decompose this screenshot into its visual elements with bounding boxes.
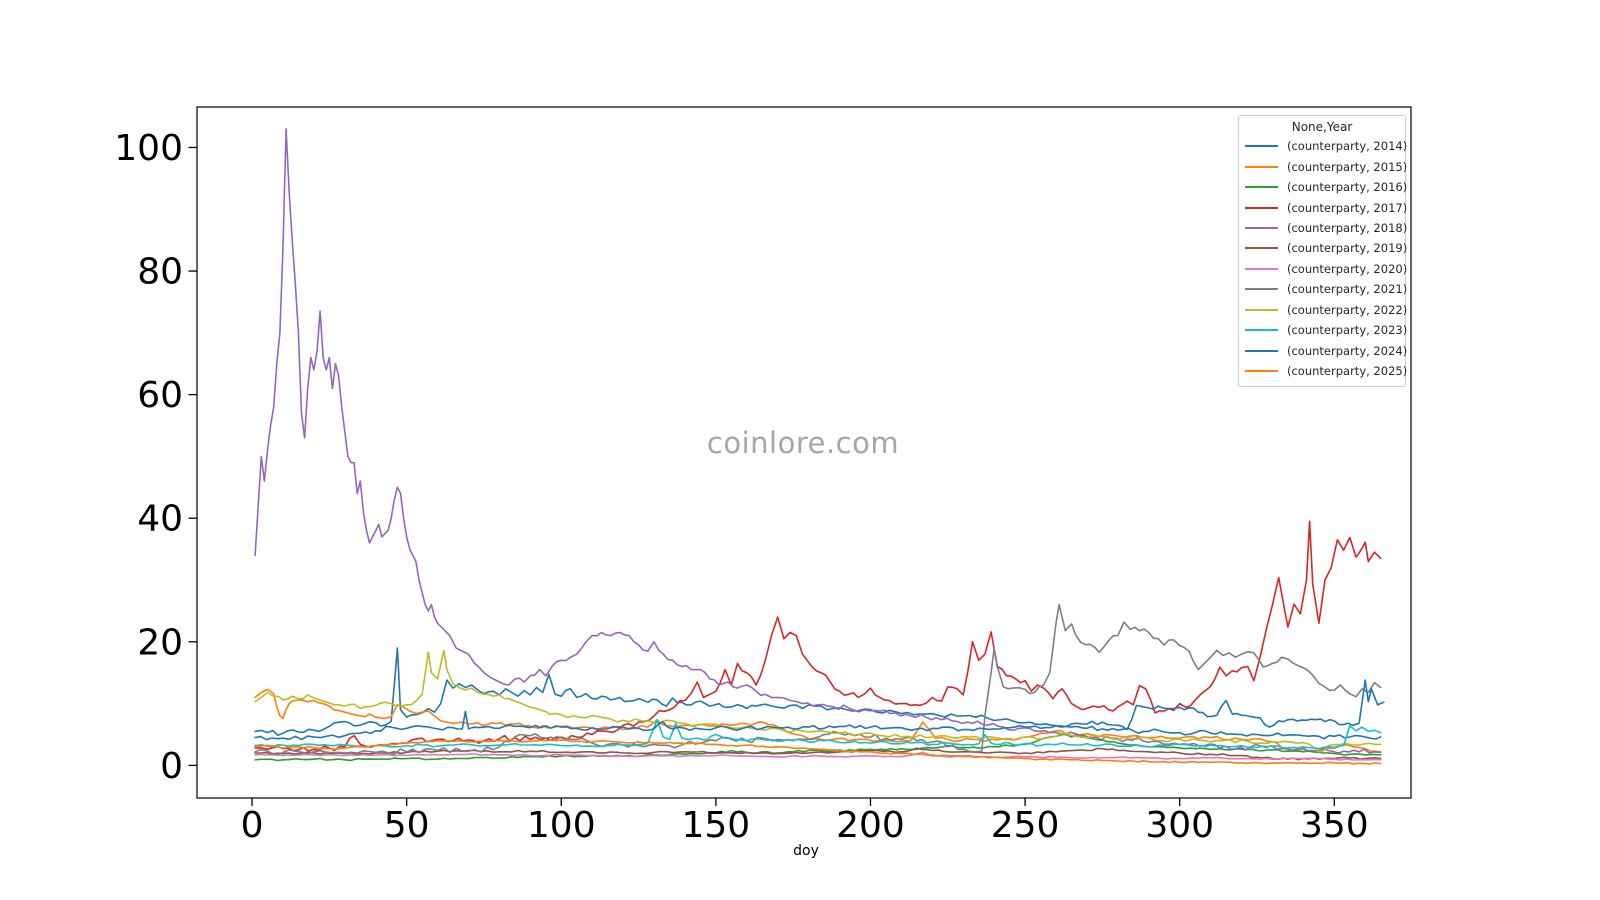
series-line-2018 [254, 128, 1382, 754]
x-tick-label: 350 [1300, 805, 1369, 846]
legend-item: (counterparty, 2014) [1239, 136, 1408, 156]
legend-line-swatch [1245, 370, 1278, 373]
series-line-2023 [254, 718, 1382, 750]
legend-item-label: (counterparty, 2021) [1287, 282, 1408, 297]
legend-item: (counterparty, 2018) [1239, 218, 1408, 238]
legend-title: None,Year [1291, 120, 1353, 134]
legend-item-label: (counterparty, 2014) [1287, 139, 1408, 154]
x-tick-label: 200 [836, 805, 905, 846]
watermark: coinlore.com [706, 426, 900, 460]
y-tick-label: 80 [137, 252, 183, 293]
legend-line-swatch [1245, 329, 1278, 332]
legend-line-swatch [1245, 226, 1278, 229]
legend-line-swatch [1245, 165, 1278, 168]
legend-line-swatch [1245, 308, 1278, 311]
series-line-2014 [254, 647, 1382, 740]
y-tick-label: 20 [137, 622, 183, 663]
legend-item: (counterparty, 2017) [1239, 197, 1408, 217]
legend-line-swatch [1245, 247, 1278, 250]
x-tick-label: 250 [991, 805, 1060, 846]
x-tick-label: 100 [527, 805, 596, 846]
legend-item-label: (counterparty, 2015) [1287, 159, 1408, 174]
legend-line-swatch [1245, 288, 1278, 291]
legend-item-label: (counterparty, 2025) [1287, 364, 1408, 379]
series-line-2024 [254, 679, 1385, 741]
y-tick-label: 60 [137, 375, 183, 416]
legend-line-swatch [1245, 349, 1278, 352]
legend-line-swatch [1245, 206, 1278, 209]
legend-item-label: (counterparty, 2024) [1287, 343, 1408, 358]
legend-item: (counterparty, 2016) [1239, 177, 1408, 197]
legend: None,Year (counterparty, 2014) (counterpa… [1238, 115, 1408, 388]
legend-item-label: (counterparty, 2017) [1287, 200, 1408, 215]
legend-item: (counterparty, 2019) [1239, 238, 1408, 258]
series-line-2021 [254, 603, 1382, 756]
legend-item-label: (counterparty, 2022) [1287, 302, 1408, 317]
legend-item: (counterparty, 2021) [1239, 279, 1408, 299]
legend-item-label: (counterparty, 2023) [1287, 323, 1408, 338]
legend-item-label: (counterparty, 2018) [1287, 220, 1408, 235]
y-tick-label: 40 [137, 499, 183, 540]
series-line-2017 [254, 520, 1382, 752]
y-tick-label: 0 [160, 746, 183, 787]
legend-item: (counterparty, 2020) [1239, 259, 1408, 279]
plot-frame [196, 106, 1412, 799]
legend-item: (counterparty, 2025) [1239, 361, 1408, 381]
series-line-2025 [254, 739, 1382, 765]
y-tick-label: 100 [114, 128, 183, 169]
legend-line-swatch [1245, 145, 1278, 148]
legend-item: (counterparty, 2015) [1239, 156, 1408, 176]
series-line-2022 [254, 649, 1382, 753]
x-tick-label: 300 [1145, 805, 1214, 846]
series-line-2020 [254, 751, 1382, 761]
legend-item-label: (counterparty, 2019) [1287, 241, 1408, 256]
legend-rows: (counterparty, 2014) (counterparty, 2015)… [1239, 136, 1408, 381]
x-tick-label: 0 [241, 805, 264, 846]
x-tick-label: 150 [682, 805, 751, 846]
legend-item: (counterparty, 2024) [1239, 340, 1408, 360]
x-tick-label: 50 [384, 805, 430, 846]
legend-item-label: (counterparty, 2020) [1287, 261, 1408, 276]
legend-line-swatch [1245, 186, 1278, 189]
series-line-2016 [254, 733, 1382, 762]
legend-item: (counterparty, 2022) [1239, 300, 1408, 320]
x-axis-label: doy [793, 843, 819, 859]
legend-item: (counterparty, 2023) [1239, 320, 1408, 340]
legend-item-label: (counterparty, 2016) [1287, 180, 1408, 195]
legend-line-swatch [1245, 267, 1278, 270]
